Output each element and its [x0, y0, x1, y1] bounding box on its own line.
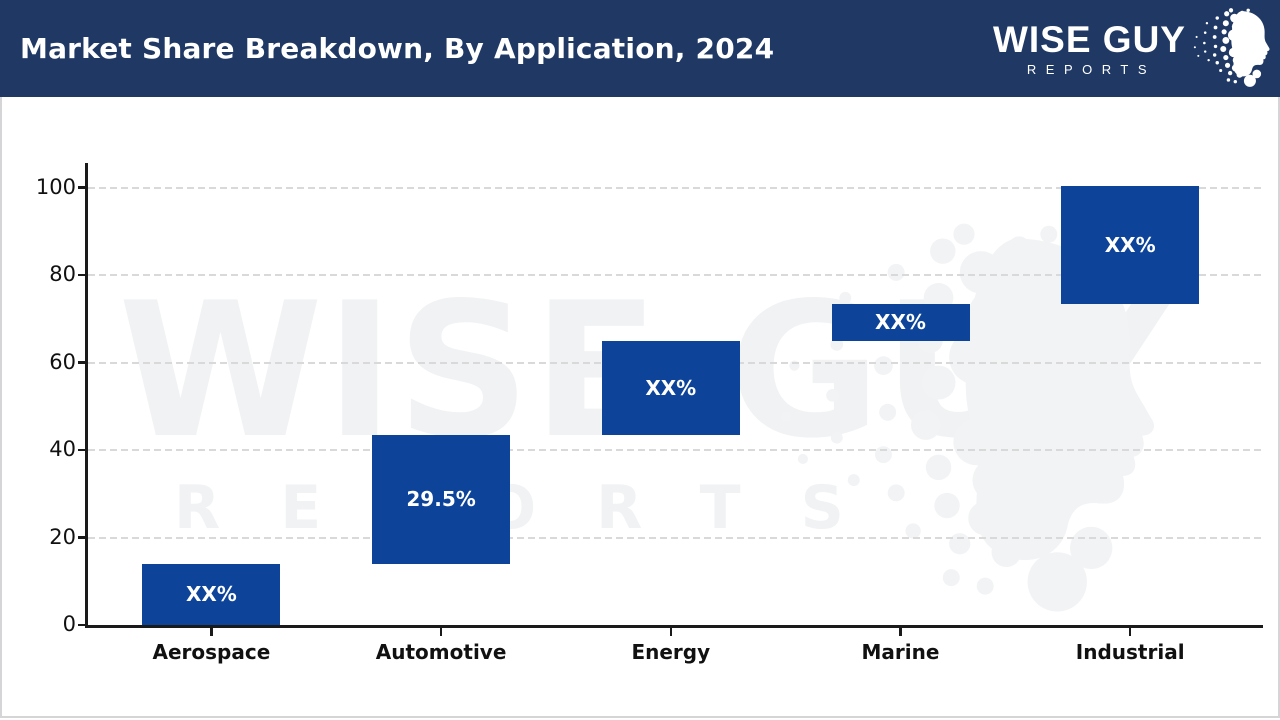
brand-wordmark-sub: REPORTS [1026, 61, 1157, 77]
bar-automotive: 29.5% [372, 434, 511, 564]
x-axis-tick-energy [669, 627, 673, 636]
bar-label-energy: XX% [645, 375, 697, 400]
x-axis-label-aerospace: Aerospace [152, 640, 271, 664]
gridline-y-20 [88, 536, 1262, 539]
bar-industrial: XX% [1061, 185, 1200, 304]
y-axis-tick-100 [78, 186, 85, 189]
x-axis-tick-aerospace [210, 627, 213, 636]
bar-label-marine: XX% [875, 310, 926, 335]
y-axis-label-20: 20 [49, 524, 76, 549]
y-axis-tick-80 [78, 273, 85, 277]
bar-marine: XX% [831, 303, 970, 341]
y-axis-spine [85, 163, 88, 628]
y-axis-tick-0 [78, 623, 85, 627]
y-axis-label-0: 0 [62, 612, 76, 636]
gridline-y-80 [88, 274, 1262, 277]
y-axis-tick-60 [78, 361, 85, 364]
bar-label-automotive: 29.5% [406, 487, 476, 512]
header-bar: Market Share Breakdown, By Application, … [0, 0, 1280, 97]
bar-aerospace: XX% [142, 563, 281, 625]
bar-energy: XX% [601, 340, 740, 435]
x-axis-tick-marine [899, 627, 902, 636]
y-axis-tick-40 [78, 448, 85, 452]
x-axis-label-automotive: Automotive [375, 640, 507, 664]
dotted-head-profile-icon [1193, 7, 1270, 87]
gridline-y-100 [88, 186, 1262, 189]
x-axis-label-energy: Energy [631, 640, 711, 664]
x-axis-label-marine: Marine [861, 640, 940, 664]
chart-title: Market Share Breakdown, By Application, … [20, 32, 775, 65]
x-axis-tick-automotive [439, 627, 443, 636]
y-axis-label-80: 80 [49, 262, 76, 287]
bar-label-aerospace: XX% [185, 582, 237, 607]
x-axis-tick-industrial [1128, 627, 1132, 636]
y-axis-label-40: 40 [49, 437, 76, 462]
bar-label-industrial: XX% [1104, 232, 1156, 257]
y-axis-label-60: 60 [49, 349, 76, 374]
brand-logo: WISE GUY REPORTS [993, 0, 1274, 97]
x-axis-spine [85, 625, 1263, 628]
x-axis-label-industrial: Industrial [1075, 640, 1185, 664]
y-axis-label-100: 100 [35, 174, 76, 199]
brand-logo-text: WISE GUY REPORTS [993, 21, 1186, 77]
brand-wordmark: WISE GUY [992, 18, 1186, 60]
gridline-y-40 [88, 449, 1262, 452]
y-axis-tick-20 [78, 536, 85, 539]
